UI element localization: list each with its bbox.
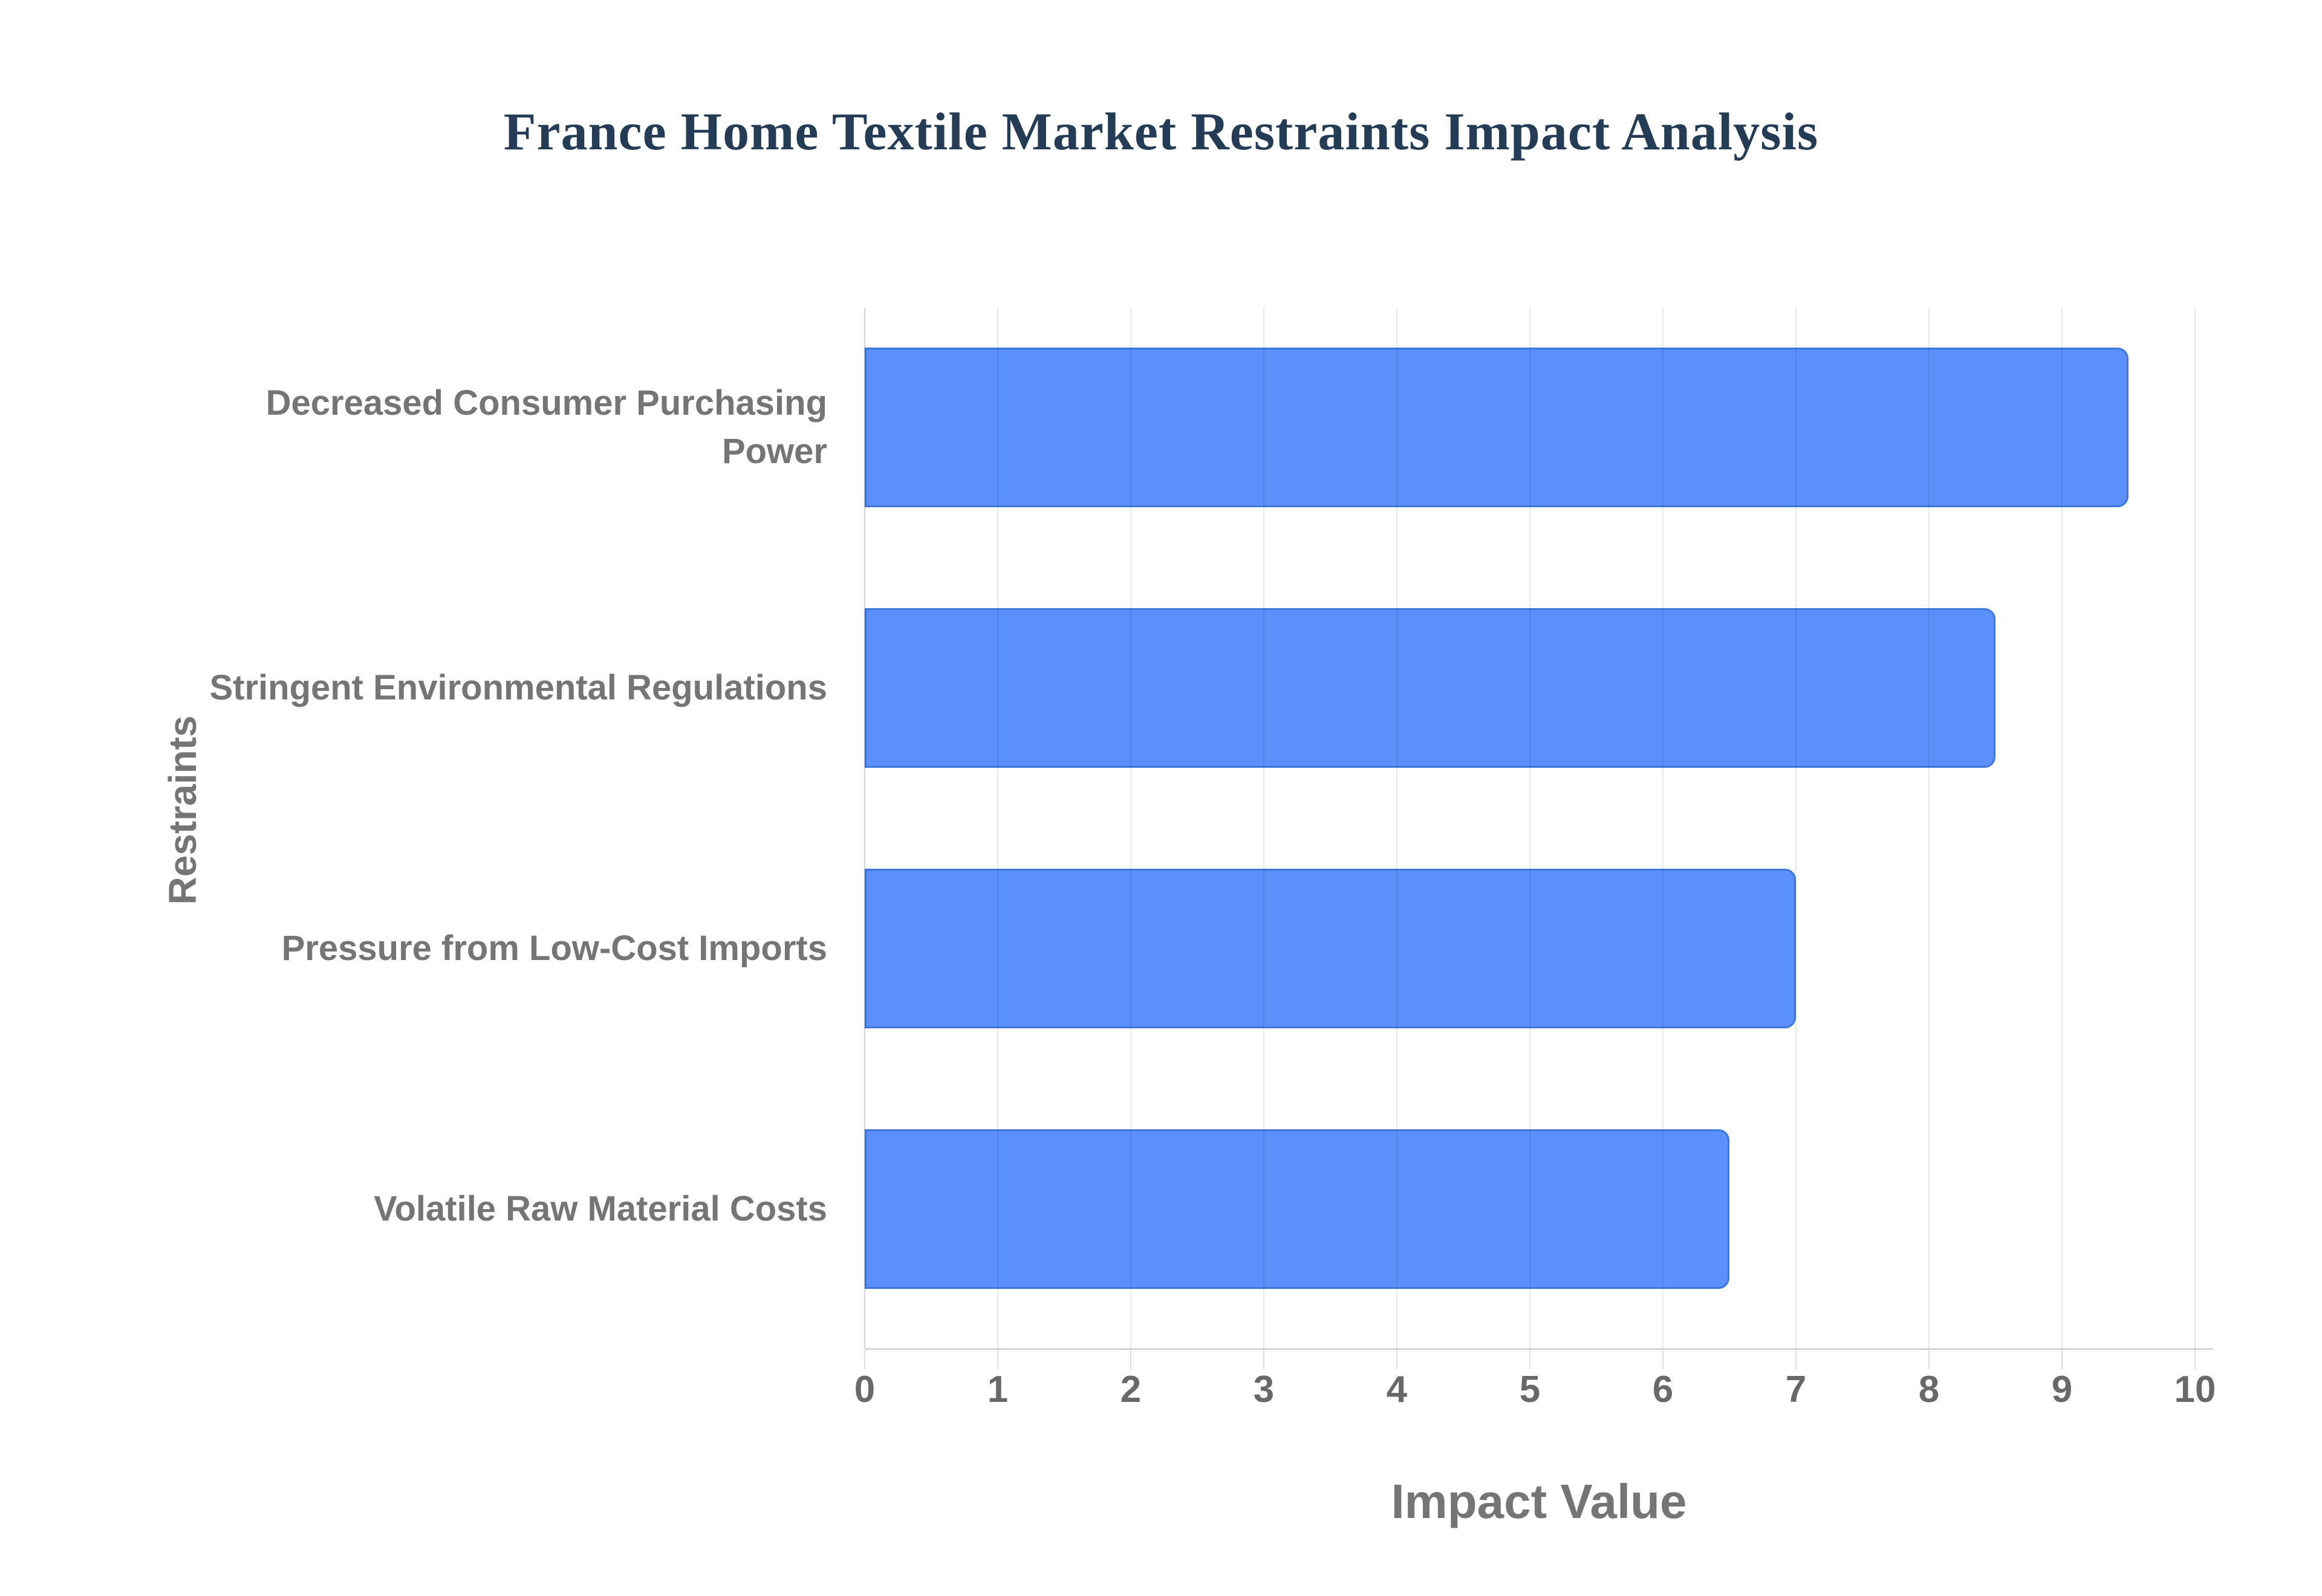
gridline xyxy=(1662,308,1663,1348)
x-tick-label: 0 xyxy=(854,1369,876,1410)
x-tick-label: 1 xyxy=(987,1369,1009,1410)
x-tick-label: 9 xyxy=(2051,1369,2073,1410)
x-tick-label: 10 xyxy=(2174,1369,2216,1410)
x-tick-label: 2 xyxy=(1120,1369,1142,1410)
x-tick-label: 3 xyxy=(1253,1369,1275,1410)
x-tick-label: 7 xyxy=(1785,1369,1807,1410)
gridline xyxy=(1928,308,1930,1348)
x-tick-label: 4 xyxy=(1386,1369,1408,1410)
axis-tick-mark xyxy=(997,1350,998,1369)
bar[interactable] xyxy=(865,348,2128,507)
x-tick-label: 8 xyxy=(1918,1369,1940,1410)
bar[interactable] xyxy=(865,1129,1729,1289)
axis-tick-mark xyxy=(2061,1350,2063,1369)
axis-tick-mark xyxy=(1928,1350,1930,1369)
gridline xyxy=(864,308,865,1348)
category-axis-labels: Decreased Consumer Purchasing Power Strin… xyxy=(204,308,827,1348)
gridline xyxy=(1130,308,1131,1348)
axis-tick-mark xyxy=(864,1350,865,1369)
axis-tick-mark xyxy=(1263,1350,1264,1369)
axis-tick-mark xyxy=(1795,1350,1797,1369)
plot-area xyxy=(864,308,2213,1369)
x-axis-title: Impact Value xyxy=(1391,1474,1687,1528)
category-label: Decreased Consumer Purchasing Power xyxy=(265,383,827,471)
y-axis-title: Restraints xyxy=(161,715,204,905)
gridline xyxy=(1263,308,1264,1348)
bar[interactable] xyxy=(865,608,1995,768)
gridline xyxy=(2194,308,2196,1348)
gridline xyxy=(1396,308,1397,1348)
x-tick-label: 6 xyxy=(1652,1369,1674,1410)
axis-tick-mark xyxy=(1662,1350,1663,1369)
category-label: Pressure from Low-Cost Imports xyxy=(281,929,827,968)
gridline xyxy=(1529,308,1530,1348)
chart-title: France Home Textile Market Restraints Im… xyxy=(503,103,1819,161)
gridline xyxy=(2061,308,2063,1348)
x-tick-label: 5 xyxy=(1519,1369,1541,1410)
axis-tick-mark xyxy=(1529,1350,1530,1369)
category-label: Stringent Environmental Regulations xyxy=(209,668,827,707)
category-label: Volatile Raw Material Costs xyxy=(374,1189,827,1228)
axis-tick-mark xyxy=(1396,1350,1397,1369)
axis-tick-mark xyxy=(2194,1350,2196,1369)
gridline xyxy=(997,308,998,1348)
bar[interactable] xyxy=(865,869,1796,1028)
axis-tick-mark xyxy=(1130,1350,1131,1369)
x-axis-tick-labels: 0 1 2 3 4 5 6 7 8 9 10 xyxy=(854,1369,2216,1419)
gridline xyxy=(1795,308,1797,1348)
